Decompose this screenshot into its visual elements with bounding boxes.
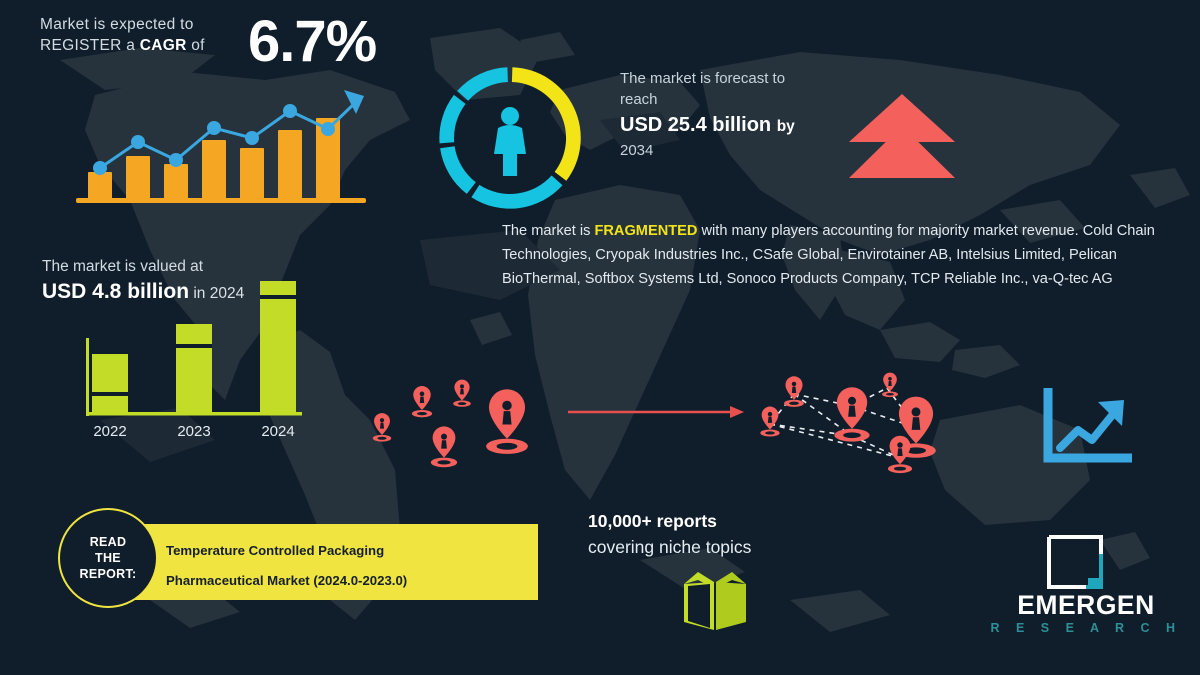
double-up-triangle-icon [849,94,955,178]
market-share-donut [439,67,581,209]
chart-bars [88,118,340,200]
badge-line-1: READ [89,535,127,549]
trend-line [98,98,360,170]
donut-segment-cyan-2 [440,146,476,194]
valued-line-1: The market is valued at [42,258,204,275]
open-book-icon [684,572,746,630]
cagr-line-1: Market is expected to [40,16,194,33]
frag-highlight: FRAGMENTED [594,223,698,239]
map-pin-clusters [372,372,936,474]
report-title-line-2: Pharmaceutical Market (2024.0-2023.0) [166,573,408,588]
fragmented-paragraph: The market is FRAGMENTED with many playe… [502,219,1192,291]
donut-segment-cyan-1 [471,175,563,209]
reports-count-block: 10,000+ reports covering niche topics [588,508,818,630]
pin-cluster-right [760,372,936,474]
forecast-amount: USD 25.4 billion [620,114,772,136]
cagr-value: 6.7% [248,9,377,74]
forecast-line-1: The market is forecast to [620,70,786,87]
market-valued-block: The market is valued at USD 4.8 billion … [42,256,342,308]
forecast-line-2: reach [620,91,658,108]
forecast-year: 2034 [620,142,654,159]
donut-segment-cyan-3 [439,94,466,144]
emergen-research-logo[interactable]: EMERGEN R E S E A R C H [986,534,1186,642]
donut-segment-yellow [511,67,581,181]
green-chart-axis [86,338,89,416]
bar-2023 [176,324,212,414]
growth-trend-chart [76,90,366,203]
cagr-line2-post: of [186,37,205,54]
cagr-block: Market is expected to REGISTER a CAGR of… [40,11,440,73]
market-value-by-year-chart: 2022 2023 2024 [86,281,302,440]
square-outline-mark-icon [1047,535,1103,589]
cagr-line2-pre: REGISTER a [40,37,140,54]
forecast-value: USD 25.4 billion by [620,112,870,140]
trend-arrow-head [344,90,364,114]
badge-line-3: REPORT: [79,567,137,581]
reports-line-2: covering niche topics [588,537,752,557]
right-arrow-icon [568,406,744,418]
bar-2022 [92,354,128,414]
valued-value: USD 4.8 billion in 2024 [42,278,342,308]
read-report-badge[interactable]: READ THE REPORT: [58,508,158,608]
green-chart-label-2023: 2023 [177,423,210,440]
valued-amount: USD 4.8 billion [42,280,190,303]
pin-cluster-left [372,379,528,468]
badge-line-2: THE [95,551,121,565]
logo-subtitle: R E S E A R C H [990,621,1182,635]
person-icon [494,107,526,176]
reports-count: 10,000+ reports [588,511,717,531]
frag-post: with many players accounting for majorit… [502,223,1155,287]
chart-baseline [76,198,366,203]
cagr-line-2: REGISTER a CAGR of [40,35,440,56]
trend-up-chart-icon [1043,388,1132,463]
read-report-banner[interactable]: READ THE REPORT: Temperature Controlled … [58,508,538,626]
green-chart-label-2022: 2022 [93,423,126,440]
report-title-line-1: Temperature Controlled Packaging [166,543,385,558]
reports-line-1: 10,000+ reports [588,508,818,534]
green-chart-baseline [86,412,302,416]
green-bars [92,281,296,414]
cagr-keyword: CAGR [139,37,187,54]
bar-2024 [260,281,296,414]
forecast-by: by [776,118,795,135]
frag-pre: The market is [502,223,595,239]
green-chart-label-2024: 2024 [261,423,294,440]
forecast-block: The market is forecast to reach USD 25.4… [620,68,870,161]
read-report-title: Temperature Controlled Packaging Pharmac… [166,536,506,596]
logo-name: EMERGEN [1017,590,1155,620]
trend-line-dots [93,104,335,175]
read-report-badge-text: READ THE REPORT: [80,534,137,582]
read-report-bar[interactable] [106,524,538,600]
donut-segment-cyan-4 [457,67,508,101]
valued-suffix: in 2024 [189,285,245,302]
